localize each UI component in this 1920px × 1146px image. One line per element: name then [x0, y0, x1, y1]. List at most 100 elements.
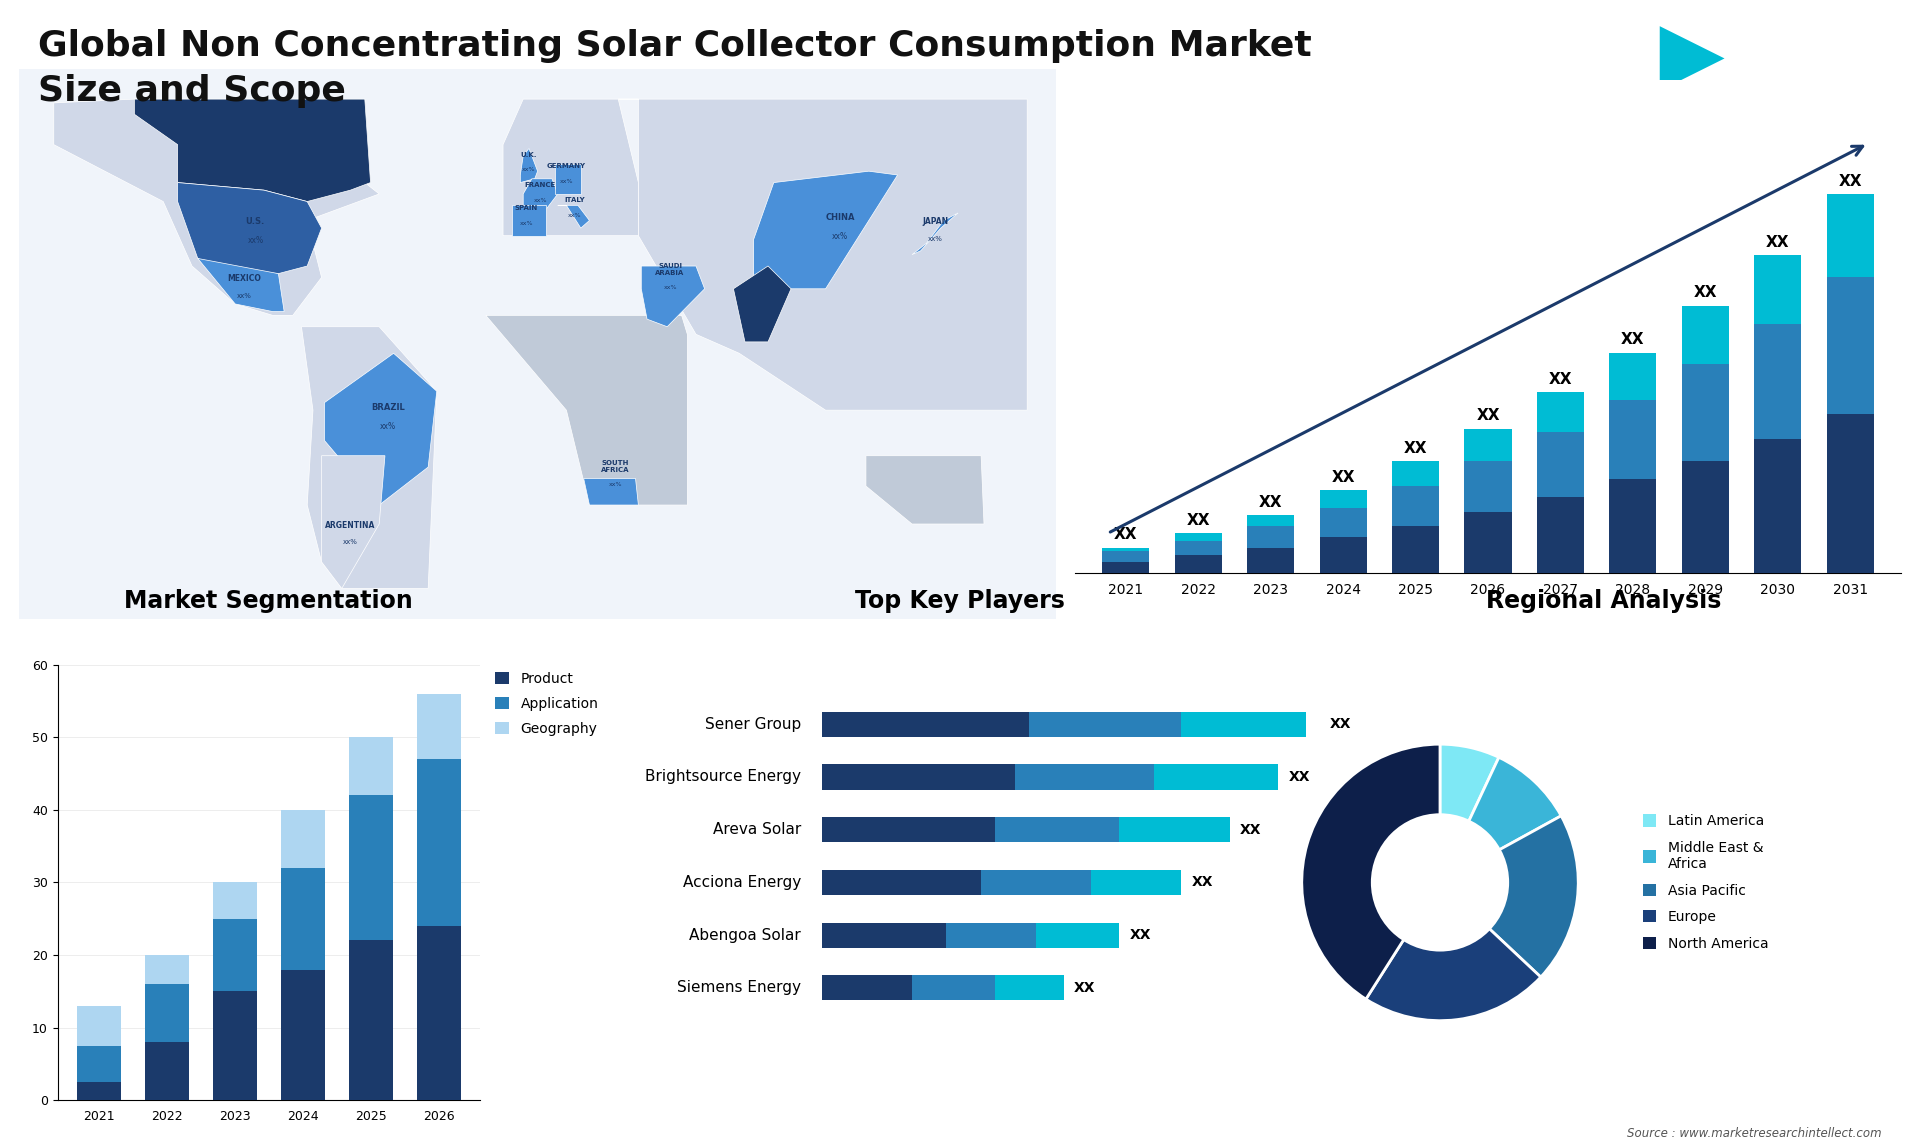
- Bar: [1248, 516, 1294, 526]
- FancyBboxPatch shape: [981, 870, 1091, 895]
- Text: xx%: xx%: [534, 198, 547, 203]
- Bar: [349, 941, 394, 1100]
- FancyBboxPatch shape: [1016, 764, 1154, 790]
- Polygon shape: [511, 205, 545, 236]
- Text: XX: XX: [1260, 495, 1283, 510]
- Polygon shape: [179, 182, 323, 274]
- Polygon shape: [503, 99, 637, 236]
- Bar: [213, 882, 257, 919]
- Bar: [1609, 353, 1657, 400]
- Polygon shape: [733, 266, 791, 342]
- Text: BRAZIL: BRAZIL: [371, 403, 405, 413]
- Text: XX: XX: [1240, 823, 1261, 837]
- Bar: [1175, 533, 1221, 541]
- Text: xx%: xx%: [518, 220, 534, 226]
- Bar: [280, 970, 324, 1100]
- Text: Areva Solar: Areva Solar: [712, 822, 801, 838]
- Bar: [1826, 277, 1874, 414]
- Text: Siemens Energy: Siemens Energy: [678, 980, 801, 996]
- Bar: [1175, 541, 1221, 555]
- Bar: [349, 795, 394, 941]
- Text: Top Key Players: Top Key Players: [854, 589, 1066, 613]
- Polygon shape: [584, 479, 637, 505]
- Bar: [77, 1045, 121, 1082]
- Polygon shape: [324, 353, 438, 505]
- Bar: [1682, 363, 1728, 461]
- Bar: [1465, 511, 1511, 573]
- Text: xx%: xx%: [522, 167, 536, 172]
- Polygon shape: [912, 213, 958, 254]
- Text: XX: XX: [1192, 876, 1213, 889]
- Text: XX: XX: [1073, 981, 1096, 995]
- Bar: [1102, 551, 1150, 563]
- Text: GERMANY: GERMANY: [547, 163, 586, 170]
- Text: XX: XX: [1331, 470, 1356, 485]
- Wedge shape: [1440, 758, 1561, 882]
- Polygon shape: [753, 171, 899, 289]
- Bar: [1102, 563, 1150, 573]
- Text: XX: XX: [1288, 770, 1309, 784]
- Bar: [1826, 194, 1874, 277]
- Polygon shape: [301, 327, 438, 589]
- FancyBboxPatch shape: [1119, 817, 1229, 842]
- Bar: [417, 926, 461, 1100]
- Text: XX: XX: [1766, 235, 1789, 250]
- Bar: [1392, 486, 1440, 526]
- FancyBboxPatch shape: [947, 923, 1037, 948]
- Text: XX: XX: [1549, 372, 1572, 387]
- Text: FRANCE: FRANCE: [524, 182, 557, 188]
- Text: SAUDI
ARABIA: SAUDI ARABIA: [655, 264, 685, 275]
- Polygon shape: [198, 259, 284, 312]
- Bar: [1319, 536, 1367, 573]
- Text: xx%: xx%: [213, 141, 228, 150]
- Text: xx%: xx%: [559, 179, 574, 183]
- FancyBboxPatch shape: [822, 712, 1029, 737]
- Text: xx%: xx%: [831, 231, 849, 241]
- Text: SOUTH
AFRICA: SOUTH AFRICA: [601, 461, 630, 473]
- FancyBboxPatch shape: [1181, 712, 1319, 737]
- Text: xx%: xx%: [609, 482, 622, 487]
- Text: XX: XX: [1129, 928, 1150, 942]
- Bar: [1248, 548, 1294, 573]
- Text: INDIA: INDIA: [751, 282, 774, 291]
- Text: MEXICO: MEXICO: [227, 274, 261, 283]
- FancyBboxPatch shape: [1091, 870, 1181, 895]
- Polygon shape: [520, 149, 538, 182]
- Bar: [417, 759, 461, 926]
- Bar: [1319, 490, 1367, 508]
- Text: MARKET: MARKET: [1738, 24, 1780, 33]
- Bar: [1465, 461, 1511, 511]
- Text: xx%: xx%: [344, 539, 357, 545]
- Legend: Latin America, Middle East &
Africa, Asia Pacific, Europe, North America: Latin America, Middle East & Africa, Asi…: [1638, 809, 1774, 956]
- Bar: [213, 919, 257, 991]
- Bar: [1609, 400, 1657, 479]
- FancyBboxPatch shape: [822, 817, 995, 842]
- Text: Brightsource Energy: Brightsource Energy: [645, 769, 801, 785]
- Bar: [417, 693, 461, 759]
- Text: xx%: xx%: [927, 236, 943, 242]
- Text: XX: XX: [1187, 513, 1210, 528]
- Bar: [144, 1042, 188, 1100]
- Wedge shape: [1440, 744, 1500, 882]
- FancyBboxPatch shape: [912, 975, 995, 1000]
- FancyBboxPatch shape: [822, 870, 981, 895]
- Text: U.S.: U.S.: [246, 218, 265, 226]
- Polygon shape: [641, 266, 705, 327]
- Text: xx%: xx%: [236, 292, 252, 299]
- Bar: [1102, 548, 1150, 551]
- Wedge shape: [1440, 816, 1578, 978]
- Text: ITALY: ITALY: [564, 197, 586, 204]
- Text: XX: XX: [1476, 408, 1500, 423]
- Bar: [1536, 432, 1584, 497]
- Polygon shape: [54, 99, 380, 315]
- Polygon shape: [134, 99, 371, 202]
- Text: Regional Analysis: Regional Analysis: [1486, 589, 1720, 613]
- Bar: [1248, 526, 1294, 548]
- Polygon shape: [618, 99, 1027, 410]
- Text: XX: XX: [1114, 527, 1139, 542]
- Wedge shape: [1302, 744, 1440, 999]
- FancyBboxPatch shape: [995, 817, 1119, 842]
- Legend: Product, Application, Geography: Product, Application, Geography: [495, 672, 599, 736]
- Bar: [1755, 256, 1801, 324]
- Bar: [77, 1006, 121, 1045]
